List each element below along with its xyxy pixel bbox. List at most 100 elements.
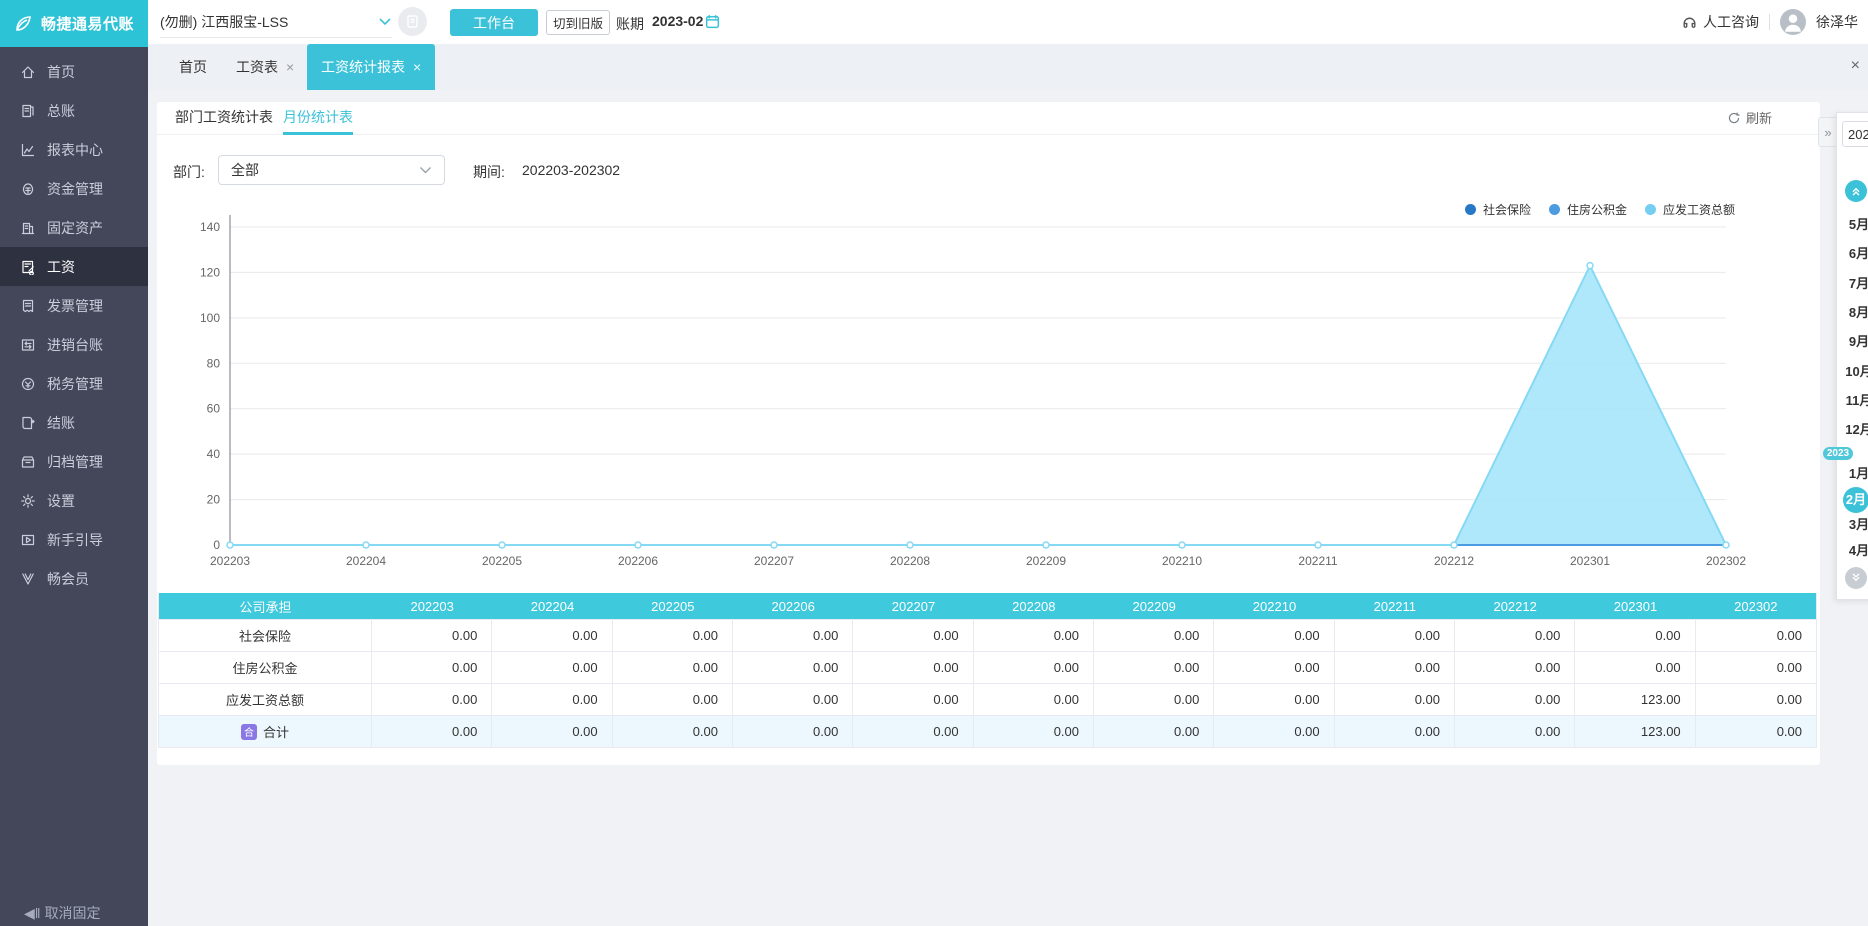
sidebar-item-3[interactable]: 报表中心 — [0, 130, 148, 169]
period-value[interactable]: 2023-02 — [652, 13, 704, 29]
sidebar-item-4[interactable]: 资金管理 — [0, 169, 148, 208]
username[interactable]: 徐泽华 — [1816, 14, 1858, 30]
sidebar-item-7[interactable]: 发票管理 — [0, 286, 148, 325]
gear-icon — [21, 493, 35, 508]
sidebar-item-2[interactable]: 总账 — [0, 91, 148, 130]
month-item-selected[interactable]: 2月 — [1843, 487, 1868, 513]
tab-3[interactable]: 工资统计报表 × — [307, 44, 436, 90]
tab-close-icon[interactable]: × — [413, 59, 422, 75]
sidebar-nav: 首页 总账报表中心资金管理固定资产工资发票管理 进销台账 税务管理 结账归档管理设置 新手… — [0, 52, 148, 598]
unpin-sidebar-button[interactable]: ◀‖ 取消固定 — [24, 904, 101, 922]
row-label: 社会保险 — [159, 620, 372, 651]
legend-dot — [1464, 204, 1476, 215]
subtab-1[interactable]: 部门工资统计表 — [175, 109, 273, 125]
sidebar-item-8[interactable]: 进销台账 — [0, 325, 148, 364]
refresh-button[interactable]: 刷新 — [1727, 108, 1772, 127]
sidebar: 畅捷通易代账 首页 总账 报表中心 资金管理 固定资产 工资 发票管理 进销台账 税务管理 结账归… — [0, 0, 148, 926]
month-item[interactable]: 4月 — [1848, 543, 1868, 558]
table-cell: 0.00 — [613, 620, 733, 651]
legend-label: 应发工资总额 — [1662, 203, 1735, 217]
data-point[interactable] — [1314, 541, 1322, 549]
y-tick-label: 120 — [200, 265, 220, 279]
sidebar-item-6[interactable]: 工资 — [0, 247, 148, 286]
data-point[interactable] — [1722, 541, 1730, 549]
sidebar-item-9[interactable]: 税务管理 — [0, 364, 148, 403]
table-cell: 0.00 — [853, 684, 974, 715]
area-series — [230, 265, 1726, 545]
trade-icon — [21, 338, 35, 351]
month-item[interactable]: 5月 — [1848, 217, 1868, 232]
x-tick-label: 202203 — [210, 554, 250, 568]
month-item[interactable]: 9月 — [1848, 334, 1868, 349]
data-point[interactable] — [226, 541, 234, 549]
range-value: 202203-202302 — [522, 162, 621, 178]
chevron-double-up-icon[interactable] — [1845, 180, 1867, 202]
sidebar-item-label: 工资 — [47, 258, 75, 275]
data-point[interactable] — [1450, 541, 1458, 549]
table-cell: 0.00 — [492, 652, 613, 683]
switch-old-version-button[interactable]: 切到旧版 — [546, 10, 610, 35]
data-point[interactable] — [770, 541, 778, 549]
row-label: 应发工资总额 — [159, 684, 372, 715]
month-item[interactable]: 8月 — [1848, 305, 1868, 320]
table-cell: 0.00 — [1575, 652, 1696, 683]
current-period-box[interactable]: 2023.02 — [1842, 121, 1868, 147]
month-panel: 2023.02 5月 6月 7月 8月 9月 10月 11月 12月 1月 2月 3月 4月 2023 — [1823, 112, 1868, 600]
month-item[interactable]: 1月 — [1848, 466, 1868, 481]
tab-close-icon[interactable]: × — [286, 59, 295, 75]
month-item[interactable]: 12月 — [1845, 422, 1868, 437]
period-label: 账期 — [616, 16, 644, 32]
month-item[interactable]: 7月 — [1848, 276, 1868, 291]
legend-item-1[interactable]: 社会保险 — [1464, 201, 1531, 218]
sidebar-item-label: 报表中心 — [47, 141, 103, 158]
table-cell: 0.00 — [1214, 620, 1335, 651]
chevron-double-down-icon[interactable] — [1845, 567, 1867, 589]
sidebar-item-10[interactable]: 结账 — [0, 403, 148, 442]
month-item[interactable]: 11月 — [1845, 393, 1868, 408]
filter-row: 部门: 全部 期间: 202203-202302 — [157, 155, 1820, 185]
building-icon — [21, 222, 35, 234]
data-point[interactable] — [634, 541, 642, 549]
month-item[interactable]: 3月 — [1848, 517, 1868, 532]
tab-1[interactable]: 首页 — [165, 44, 221, 90]
sidebar-item-label: 归档管理 — [47, 453, 103, 470]
x-tick-label: 202208 — [890, 554, 930, 568]
legend-item-3[interactable]: 应发工资总额 — [1644, 201, 1735, 218]
table-cell: 0.00 — [1455, 684, 1576, 715]
tabbar-close-icon[interactable]: × — [1850, 57, 1860, 74]
month-panel-expand-icon[interactable]: » — [1818, 117, 1837, 147]
avatar[interactable] — [1780, 9, 1806, 35]
salary-icon — [22, 260, 34, 275]
workbench-button[interactable]: 工作台 — [450, 9, 538, 36]
data-point[interactable] — [1178, 541, 1186, 549]
consult-link[interactable]: 人工咨询 — [1681, 12, 1759, 32]
tab-2[interactable]: 工资表 × — [222, 44, 308, 90]
subtab-2[interactable]: 月份统计表 — [283, 102, 353, 135]
sidebar-item-label: 资金管理 — [47, 180, 103, 197]
data-point[interactable] — [498, 541, 506, 549]
sidebar-item-12[interactable]: 设置 — [0, 481, 148, 520]
table-header-cell: 202212 — [1493, 598, 1537, 614]
unpin-icon: ◀‖ — [24, 904, 41, 921]
sidebar-item-13[interactable]: 新手引导 — [0, 520, 148, 559]
bookkeeping-icon[interactable] — [398, 7, 427, 36]
table-cell: 0.00 — [1575, 620, 1696, 651]
sidebar-item-11[interactable]: 归档管理 — [0, 442, 148, 481]
table-header-cell: 202208 — [1012, 598, 1056, 614]
calendar-icon[interactable] — [704, 13, 721, 35]
month-item[interactable]: 10月 — [1845, 364, 1868, 379]
data-point[interactable] — [1586, 261, 1594, 270]
sidebar-item-5[interactable]: 固定资产 — [0, 208, 148, 247]
company-selector[interactable]: (勿删) 江西服宝-LSS — [160, 6, 392, 38]
data-point[interactable] — [362, 541, 370, 549]
tab-label: 工资统计报表 — [321, 59, 405, 75]
sidebar-item-14[interactable]: 畅会员 — [0, 559, 148, 598]
table-row: 住房公积金 0.00 0.00 0.00 0.00 0.00 0.00 0.00 0.00 0.0… — [159, 651, 1816, 683]
salary-chart: 0 20 40 60 80 100 120 140 202203 202204 202205 2022… — [157, 195, 1777, 580]
data-point[interactable] — [906, 541, 914, 549]
legend-item-2[interactable]: 住房公积金 — [1548, 201, 1627, 218]
department-select[interactable]: 全部 — [218, 155, 445, 185]
data-point[interactable] — [1042, 541, 1050, 549]
month-item[interactable]: 6月 — [1848, 246, 1868, 261]
sidebar-item-1[interactable]: 首页 — [0, 52, 148, 91]
